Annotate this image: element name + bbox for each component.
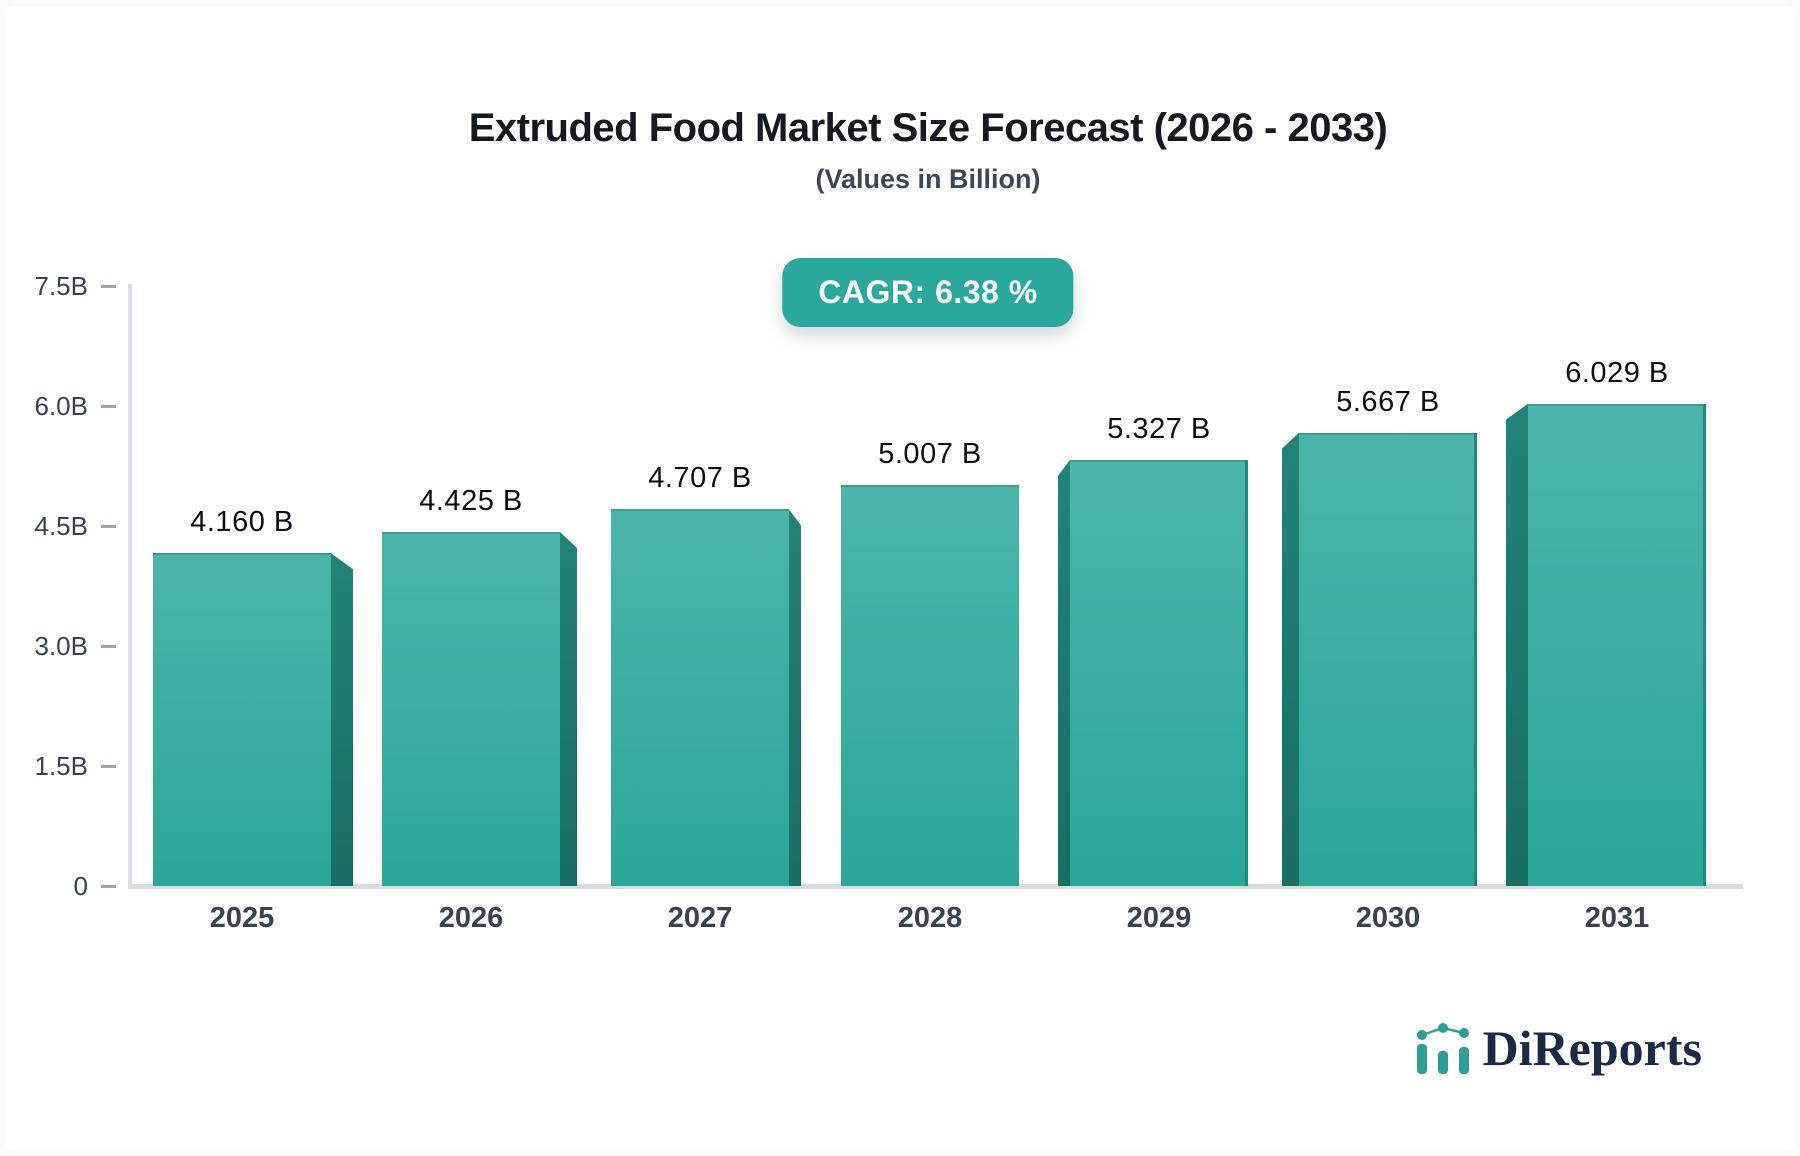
bar-2029 [1058,459,1248,886]
y-tick-mark [101,645,116,648]
y-tick-mark [101,885,116,888]
x-axis-label-2025: 2025 [209,902,275,934]
bar-side-face [1058,459,1070,886]
y-tick-mark [101,405,116,408]
bar-2030 [1282,432,1477,886]
bar-face [1299,432,1477,886]
bar-side-face [560,532,577,886]
bar-value-label-2029: 5.327 B [1107,412,1211,445]
x-axis-label-2027: 2027 [667,902,733,934]
y-tick-label-4.5B: 4.5B [34,511,89,541]
bar-face [1070,459,1248,886]
bar-side-face [331,553,353,886]
bar-side-face [1506,403,1528,886]
x-axis-label-2028: 2028 [897,902,963,934]
x-axis-label-2030: 2030 [1355,902,1421,934]
bar-value-label-2027: 4.707 B [648,462,752,495]
bar-2031 [1506,403,1706,886]
chart-subtitle: (Values in Billion) [815,164,1041,194]
bar-side-face [1282,432,1299,886]
y-axis-line [128,284,132,889]
y-tick-mark [101,525,116,528]
bar-value-label-2028: 5.007 B [878,438,982,471]
y-tick-label-6.0B: 6.0B [34,391,89,421]
bar-face [1528,403,1706,886]
bar-face [841,485,1019,886]
bar-face [611,509,789,886]
y-tick-label-7.5B: 7.5B [34,271,89,301]
bar-value-label-2031: 6.029 B [1565,356,1669,389]
x-axis-label-2031: 2031 [1584,902,1650,934]
bar-value-label-2026: 4.425 B [419,485,523,517]
bar-value-label-2025: 4.160 B [190,506,294,539]
bar-value-label-2030: 5.667 B [1336,385,1440,418]
bar-2027 [611,509,801,886]
y-tick-mark [101,765,116,768]
x-axis-line [128,884,1743,889]
logo: DiReports [1415,1022,1702,1074]
x-axis-label-2026: 2026 [438,902,504,934]
x-axis-label-2029: 2029 [1126,902,1192,934]
y-tick-label-1.5B: 1.5B [34,751,89,781]
bar-face [153,553,331,886]
chart-title: Extruded Food Market Size Forecast (2026… [468,106,1388,150]
logo-text: DiReports [1482,1020,1702,1076]
y-tick-label-0: 0 [73,871,88,901]
mini-bar-line-chart-icon [1416,1023,1469,1074]
cagr-badge: CAGR: 6.38 % [782,258,1074,327]
bar-2026 [382,532,577,886]
bar-2028 [841,485,1019,886]
bar-side-face [789,509,801,886]
y-tick-mark [101,285,116,288]
bar-face [382,532,560,886]
y-tick-label-3.0B: 3.0B [34,631,89,661]
bar-2025 [153,553,353,886]
